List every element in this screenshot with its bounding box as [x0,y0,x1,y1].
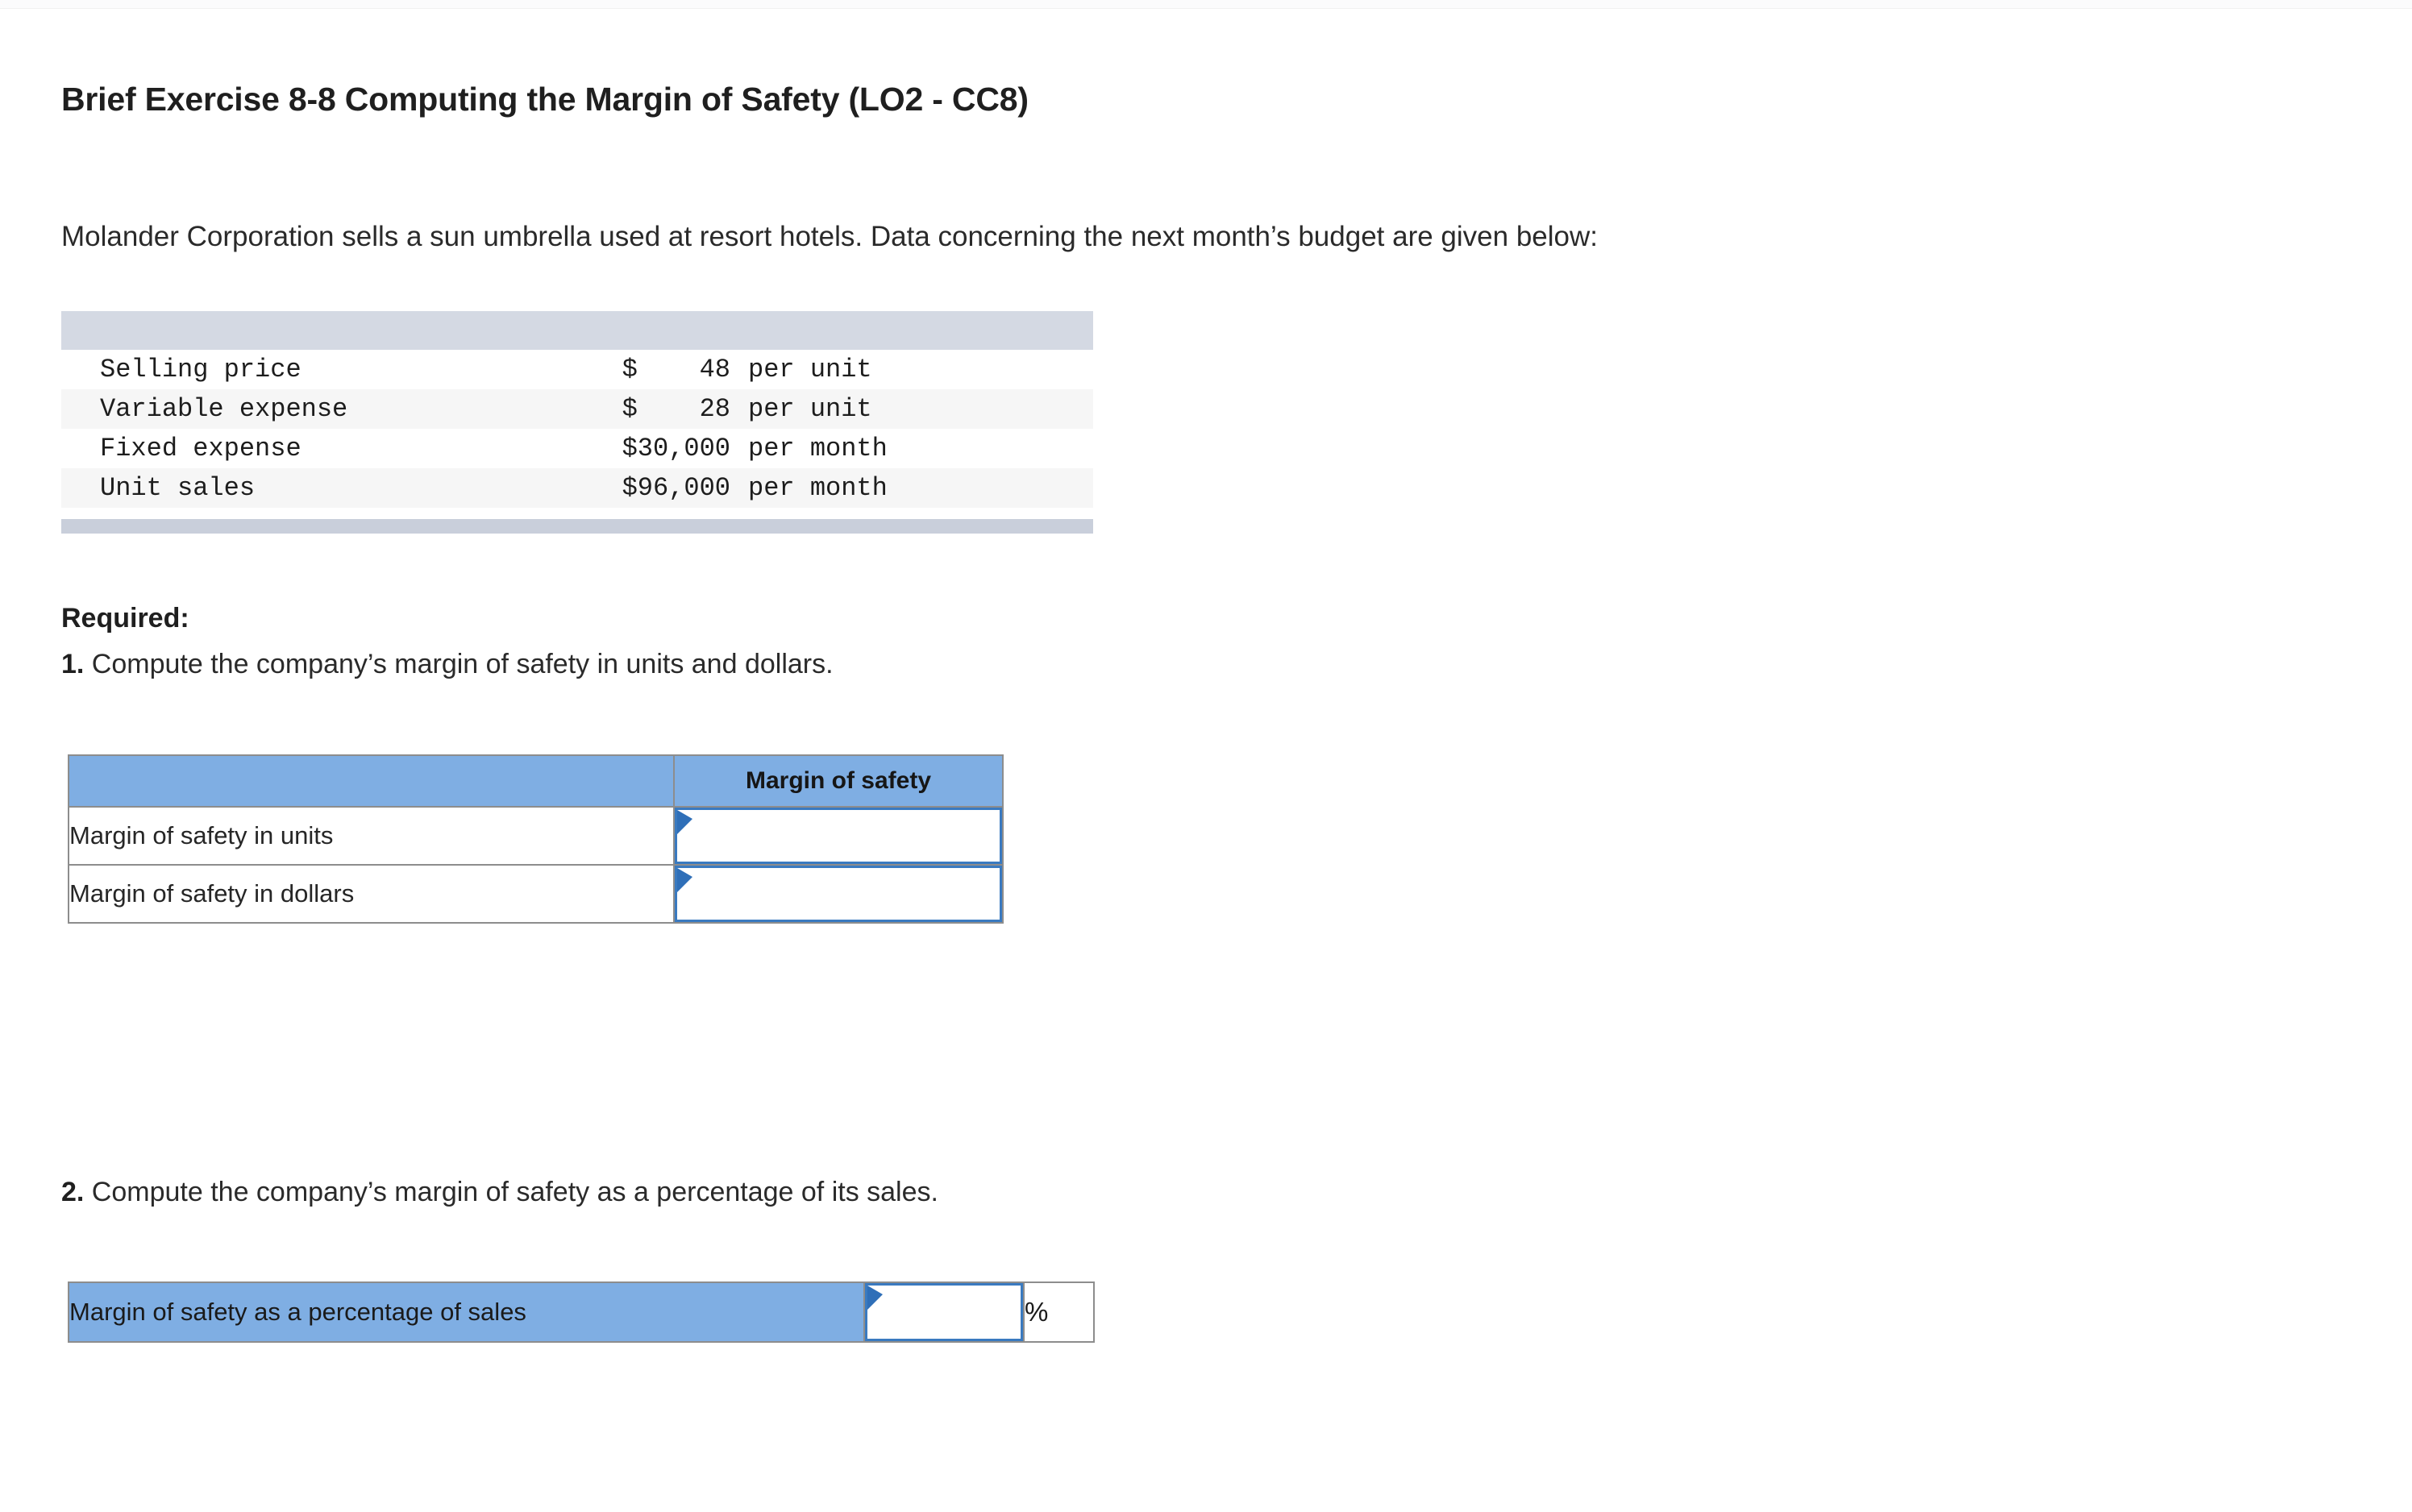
requirement-1-number: 1. [61,649,85,679]
budget-row-label: Selling price [100,355,302,384]
input-margin-of-safety-in-units[interactable] [675,808,1002,864]
margin-of-safety-answer-table: Margin of safety Margin of safety in uni… [68,754,1004,924]
table-row: Margin of safety in units [68,806,1004,866]
answer-header-blank [68,754,675,808]
input-margin-of-safety-percentage[interactable] [865,1283,1023,1341]
input-margin-of-safety-in-dollars[interactable] [675,866,1002,922]
margin-of-safety-percentage-table: Margin of safety as a percentage of sale… [68,1281,1095,1343]
row-label-margin-of-safety-percentage: Margin of safety as a percentage of sale… [68,1281,865,1343]
page-title: Brief Exercise 8-8 Computing the Margin … [61,81,1029,118]
budget-table-bottom-bar [61,519,1093,534]
table-row: Fixed expense $30,000 per month [61,429,1093,468]
requirement-1: 1. Compute the company’s margin of safet… [61,649,834,680]
table-row: Variable expense $ 28 per unit [61,389,1093,429]
budget-row-label: Fixed expense [100,434,302,463]
row-label-margin-of-safety-in-units: Margin of safety in units [68,806,675,866]
budget-row-unit: per unit [748,355,872,384]
answer-header-margin-of-safety: Margin of safety [673,754,1004,808]
budget-row-label: Unit sales [100,473,256,503]
percentage-cell[interactable] [863,1281,1025,1343]
answer-table-header-row: Margin of safety [68,754,1004,808]
page-top-strip [0,0,2412,9]
answer-cell-units[interactable] [673,806,1004,866]
table-row: Selling price $ 48 per unit [61,350,1093,389]
requirement-1-text: Compute the company’s margin of safety i… [84,649,834,679]
requirement-2-number: 2. [61,1177,85,1207]
percent-symbol-label: % [1023,1281,1095,1343]
budget-table-rows: Selling price $ 48 per unit Variable exp… [61,350,1093,508]
budget-row-amount: $30,000 [622,434,730,463]
table-row: Margin of safety in dollars [68,864,1004,924]
row-label-margin-of-safety-in-dollars: Margin of safety in dollars [68,864,675,924]
budget-row-label: Variable expense [100,394,348,424]
budget-data-table: Selling price $ 48 per unit Variable exp… [61,311,1093,534]
requirement-2: 2. Compute the company’s margin of safet… [61,1177,938,1208]
budget-row-amount: $96,000 [622,473,730,503]
budget-row-unit: per month [748,434,888,463]
requirement-2-text: Compute the company’s margin of safety a… [84,1177,938,1207]
budget-row-unit: per month [748,473,888,503]
table-row: Margin of safety as a percentage of sale… [68,1281,1095,1343]
answer-cell-dollars[interactable] [673,864,1004,924]
budget-table-top-bar [61,311,1093,350]
budget-row-amount: $ 28 [622,394,730,424]
intro-paragraph: Molander Corporation sells a sun umbrell… [61,221,1598,252]
budget-row-amount: $ 48 [622,355,730,384]
required-heading: Required: [61,603,189,633]
budget-row-unit: per unit [748,394,872,424]
table-row: Unit sales $96,000 per month [61,468,1093,508]
